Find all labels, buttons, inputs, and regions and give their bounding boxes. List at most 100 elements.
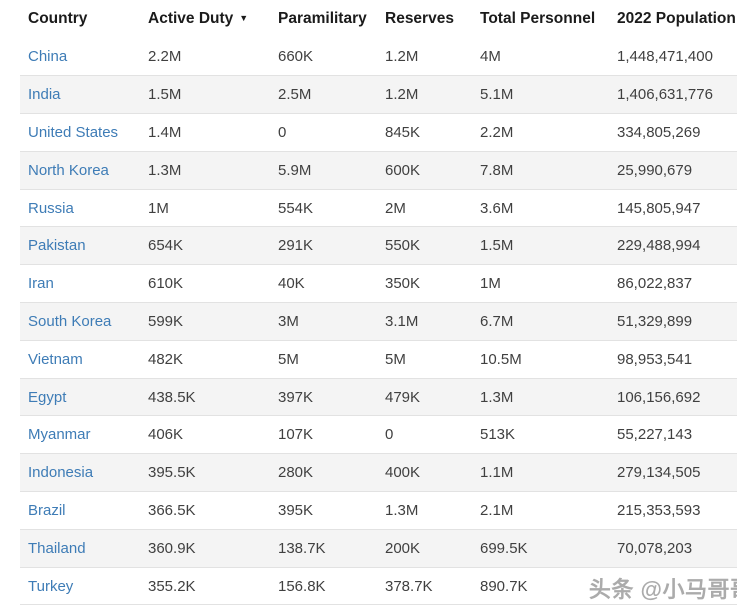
- cell-population-2022: 1,448,471,400: [617, 48, 713, 66]
- column-header-reserves[interactable]: Reserves: [377, 0, 472, 38]
- cell-total-personnel: 6.7M: [480, 312, 514, 330]
- cell-country: United States: [20, 114, 140, 152]
- cell-total-personnel: 7.8M: [480, 161, 514, 179]
- cell-paramilitary: 2.5M: [278, 86, 312, 104]
- country-link[interactable]: Brazil: [28, 501, 66, 519]
- cell-country: Brazil: [20, 492, 140, 530]
- table-row: Vietnam 482K 5M 5M 10.5M 98,953,541: [20, 340, 737, 378]
- cell-population-2022: [609, 567, 737, 605]
- column-header-active-duty[interactable]: Active Duty ▼: [140, 0, 270, 38]
- cell-country: South Korea: [20, 303, 140, 341]
- cell-population-2022: 98,953,541: [617, 350, 693, 368]
- table-row: South Korea 599K 3M 3.1M 6.7M 51,329,899: [20, 302, 737, 341]
- cell-total-personnel: 4M: [480, 48, 501, 66]
- cell-paramilitary: 395K: [278, 501, 314, 519]
- column-header-label: Total Personnel: [480, 10, 596, 27]
- cell-active-duty: 355.2K: [148, 577, 196, 595]
- column-header-total-personnel[interactable]: Total Personnel: [472, 0, 609, 38]
- country-link[interactable]: Myanmar: [28, 426, 91, 444]
- sort-desc-icon: ▼: [239, 13, 249, 23]
- cell-total-personnel: 2.2M: [480, 123, 514, 141]
- cell-reserves: 200K: [385, 539, 421, 557]
- country-link[interactable]: India: [28, 86, 61, 104]
- country-link[interactable]: Indonesia: [28, 464, 94, 482]
- cell-paramilitary: 138.7K: [278, 539, 326, 557]
- column-header-2022-population[interactable]: 2022 Population: [609, 0, 737, 38]
- cell-population-2022: 25,990,679: [617, 161, 693, 179]
- table-row: Turkey 355.2K 156.8K 378.7K 890.7K: [20, 567, 737, 605]
- cell-total-personnel: 3.6M: [480, 199, 514, 217]
- cell-paramilitary: 3M: [278, 312, 299, 330]
- cell-reserves: 5M: [385, 350, 406, 368]
- table-row: United States 1.4M 0 845K 2.2M 334,805,269: [20, 113, 737, 152]
- table-body: China 2.2M 660K 1.2M 4M 1,448,471,400 India 1.5…: [20, 38, 737, 605]
- table-row: China 2.2M 660K 1.2M 4M 1,448,471,400: [20, 38, 737, 76]
- table-row: Brazil 366.5K 395K 1.3M 2.1M 215,353,593: [20, 491, 737, 530]
- cell-country: North Korea: [20, 151, 140, 189]
- country-link[interactable]: Egypt: [28, 388, 67, 406]
- cell-reserves: 1.2M: [385, 48, 419, 66]
- cell-total-personnel: 513K: [480, 426, 516, 444]
- cell-active-duty: 366.5K: [148, 501, 196, 519]
- cell-active-duty: 1.5M: [148, 86, 182, 104]
- country-link[interactable]: Turkey: [28, 577, 74, 595]
- military-personnel-table: Country Active Duty ▼ Paramilitary Reserv…: [20, 0, 737, 605]
- cell-total-personnel: 1M: [480, 275, 501, 293]
- cell-country: Turkey: [20, 567, 140, 605]
- country-link[interactable]: United States: [28, 123, 119, 141]
- table-row: North Korea 1.3M 5.9M 600K 7.8M 25,990,679: [20, 151, 737, 190]
- cell-population-2022: 106,156,692: [617, 388, 701, 406]
- cell-reserves: 550K: [385, 237, 421, 255]
- country-link[interactable]: China: [28, 48, 68, 66]
- cell-population-2022: 215,353,593: [617, 501, 701, 519]
- cell-active-duty: 610K: [148, 275, 184, 293]
- cell-reserves: 378.7K: [385, 577, 433, 595]
- country-link[interactable]: Iran: [28, 275, 54, 293]
- cell-population-2022: 51,329,899: [617, 312, 693, 330]
- cell-reserves: 845K: [385, 123, 421, 141]
- cell-paramilitary: 291K: [278, 237, 314, 255]
- country-link[interactable]: North Korea: [28, 161, 109, 179]
- cell-country: Pakistan: [20, 227, 140, 265]
- cell-active-duty: 395.5K: [148, 464, 196, 482]
- table-row: Russia 1M 554K 2M 3.6M 145,805,947: [20, 189, 737, 227]
- cell-country: Myanmar: [20, 416, 140, 454]
- cell-paramilitary: 5.9M: [278, 161, 312, 179]
- cell-paramilitary: 5M: [278, 350, 299, 368]
- cell-total-personnel: 1.1M: [480, 464, 514, 482]
- table-row: Indonesia 395.5K 280K 400K 1.1M 279,134,505: [20, 453, 737, 492]
- table-row: Myanmar 406K 107K 0 513K 55,227,143: [20, 415, 737, 454]
- country-link[interactable]: Thailand: [28, 539, 86, 557]
- column-header-country[interactable]: Country: [20, 0, 140, 38]
- cell-reserves: 2M: [385, 199, 406, 217]
- column-header-label: Paramilitary: [278, 10, 367, 27]
- cell-reserves: 0: [385, 426, 394, 444]
- cell-reserves: 400K: [385, 464, 421, 482]
- cell-paramilitary: 40K: [278, 275, 305, 293]
- cell-active-duty: 360.9K: [148, 539, 196, 557]
- country-link[interactable]: Vietnam: [28, 350, 83, 368]
- cell-total-personnel: 890.7K: [480, 577, 528, 595]
- column-header-label: 2022 Population: [617, 10, 736, 27]
- cell-paramilitary: 156.8K: [278, 577, 326, 595]
- cell-active-duty: 2.2M: [148, 48, 182, 66]
- cell-active-duty: 1.4M: [148, 123, 182, 141]
- cell-population-2022: 279,134,505: [617, 464, 701, 482]
- cell-paramilitary: 280K: [278, 464, 314, 482]
- cell-active-duty: 406K: [148, 426, 184, 444]
- cell-active-duty: 1.3M: [148, 161, 182, 179]
- cell-active-duty: 438.5K: [148, 388, 196, 406]
- cell-reserves: 3.1M: [385, 312, 419, 330]
- cell-country: China: [20, 38, 140, 76]
- cell-country: Vietnam: [20, 340, 140, 378]
- country-link[interactable]: South Korea: [28, 312, 112, 330]
- cell-population-2022: 229,488,994: [617, 237, 701, 255]
- cell-reserves: 1.2M: [385, 86, 419, 104]
- country-link[interactable]: Pakistan: [28, 237, 86, 255]
- country-link[interactable]: Russia: [28, 199, 74, 217]
- cell-population-2022: 55,227,143: [617, 426, 693, 444]
- column-header-paramilitary[interactable]: Paramilitary: [270, 0, 377, 38]
- cell-total-personnel: 1.3M: [480, 388, 514, 406]
- cell-reserves: 1.3M: [385, 501, 419, 519]
